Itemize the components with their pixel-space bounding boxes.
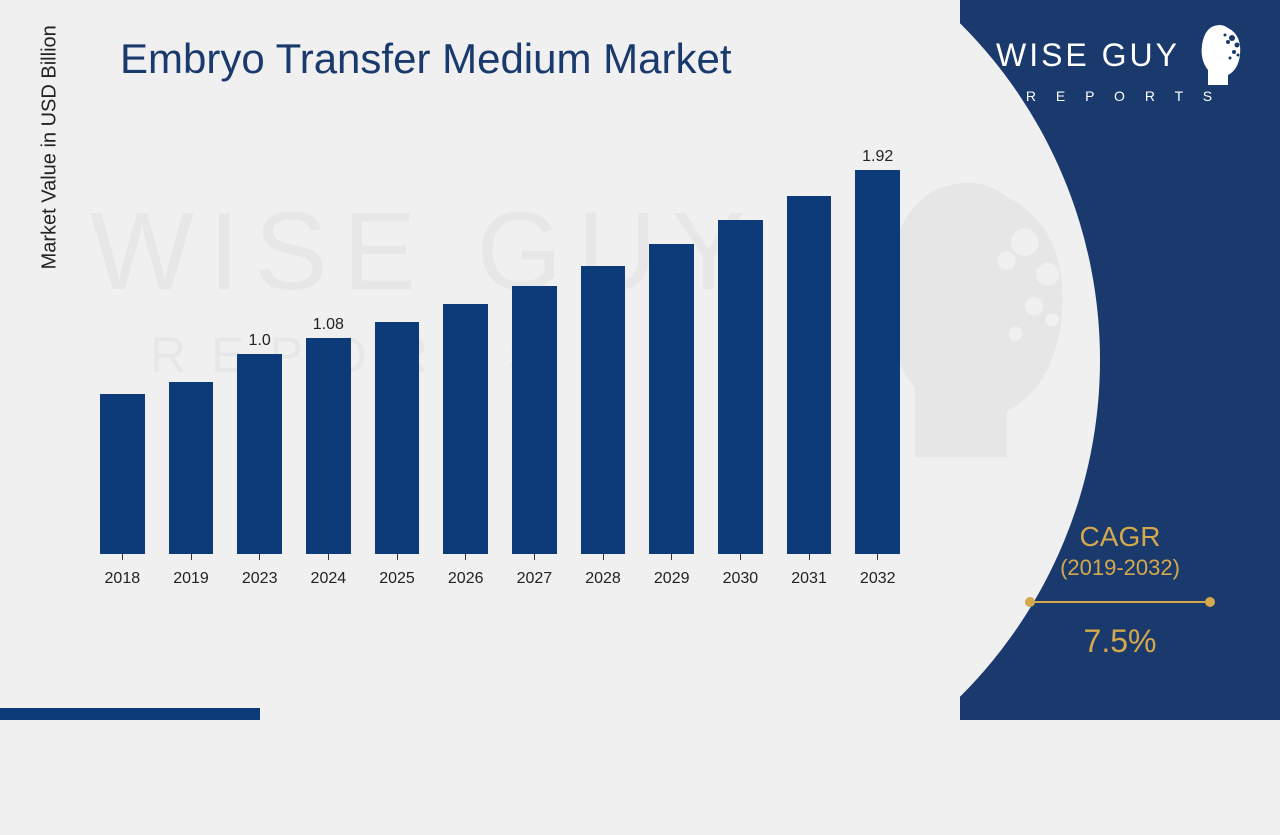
bar-wrap: 2019 xyxy=(169,382,214,560)
x-axis-label: 2029 xyxy=(654,570,690,588)
cagr-label: CAGR xyxy=(1030,521,1210,553)
x-tick xyxy=(603,554,604,560)
bar-wrap: 2026 xyxy=(443,304,488,560)
x-axis-label: 2019 xyxy=(173,570,209,588)
brand-logo: WISE GUY R E P O R T S xyxy=(996,20,1250,104)
x-axis-label: 2025 xyxy=(379,570,415,588)
bar: 1.92 xyxy=(855,170,900,554)
bar-value-label: 1.08 xyxy=(313,316,344,334)
x-axis-label: 2018 xyxy=(105,570,141,588)
logo-line1: WISE GUY xyxy=(996,37,1180,74)
x-axis-label: 2030 xyxy=(723,570,759,588)
x-tick xyxy=(328,554,329,560)
bar-wrap: 1.02023 xyxy=(237,354,282,560)
bar xyxy=(649,244,694,554)
bar-wrap: 2027 xyxy=(512,286,557,560)
x-axis-label: 2031 xyxy=(791,570,827,588)
logo-line2: R E P O R T S xyxy=(996,88,1250,104)
bar xyxy=(443,304,488,554)
x-tick xyxy=(465,554,466,560)
cagr-block: CAGR (2019-2032) 7.5% xyxy=(1030,521,1210,660)
bars-container: 2018 2019 1.02023 1.082024 2025 2026 2027 2028 2… xyxy=(100,160,900,560)
bar-chart: Market Value in USD Billion 201820191.02… xyxy=(80,160,900,600)
x-axis-label: 2027 xyxy=(517,570,553,588)
bar-value-label: 1.92 xyxy=(862,148,893,166)
bar: 1.08 xyxy=(306,338,351,554)
x-tick xyxy=(122,554,123,560)
x-axis-label: 2024 xyxy=(311,570,347,588)
x-axis-label: 2028 xyxy=(585,570,621,588)
bar xyxy=(512,286,557,554)
bar xyxy=(100,394,145,554)
head-icon xyxy=(1190,20,1250,90)
bar-wrap: 2028 xyxy=(581,266,626,560)
cagr-value: 7.5% xyxy=(1030,623,1210,660)
x-tick xyxy=(671,554,672,560)
bar xyxy=(169,382,214,554)
x-tick xyxy=(191,554,192,560)
bar-wrap: 1.922032 xyxy=(855,170,900,560)
bar xyxy=(718,220,763,554)
bar xyxy=(375,322,420,554)
bar-value-label: 1.0 xyxy=(249,332,271,350)
x-tick xyxy=(740,554,741,560)
bar-wrap: 2018 xyxy=(100,394,145,560)
x-axis-label: 2032 xyxy=(860,570,896,588)
x-tick xyxy=(809,554,810,560)
bar-wrap: 2029 xyxy=(649,244,694,560)
x-tick xyxy=(877,554,878,560)
bar-wrap: 2030 xyxy=(718,220,763,560)
bar-wrap: 2025 xyxy=(375,322,420,560)
bar: 1.0 xyxy=(237,354,282,554)
cagr-divider xyxy=(1030,601,1210,603)
bar xyxy=(581,266,626,554)
y-axis-label: Market Value in USD Billion xyxy=(39,25,62,269)
bar-wrap: 2031 xyxy=(787,196,832,560)
x-axis-label: 2023 xyxy=(242,570,278,588)
cagr-years: (2019-2032) xyxy=(1030,555,1210,581)
chart-title: Embryo Transfer Medium Market xyxy=(120,35,732,83)
x-tick xyxy=(397,554,398,560)
footer-accent-bar xyxy=(0,708,260,720)
bar-wrap: 1.082024 xyxy=(306,338,351,560)
x-axis-label: 2026 xyxy=(448,570,484,588)
x-tick xyxy=(259,554,260,560)
bar xyxy=(787,196,832,554)
x-tick xyxy=(534,554,535,560)
